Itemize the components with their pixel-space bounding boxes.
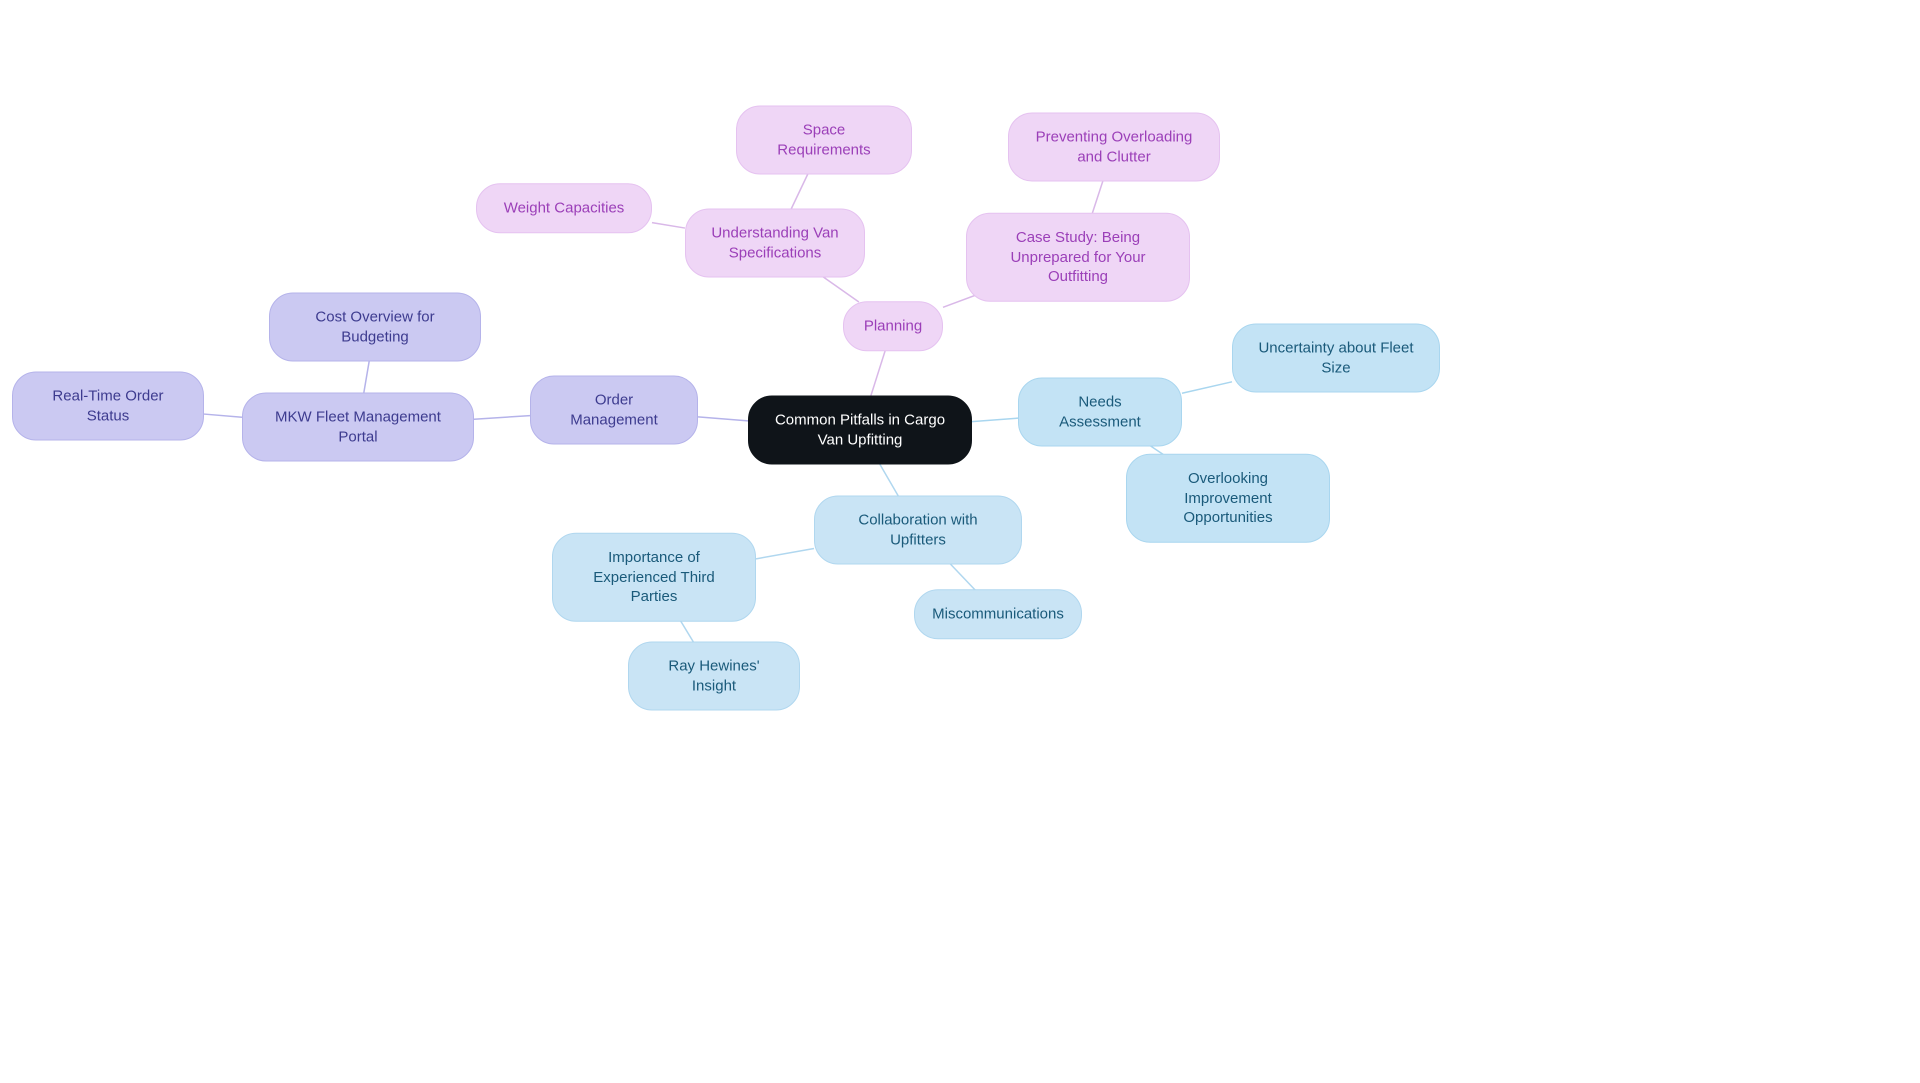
mindmap-node-rayInsight[interactable]: Ray Hewines' Insight: [628, 642, 800, 711]
mindmap-edge: [474, 416, 530, 420]
mindmap-node-label: Space Requirements: [759, 121, 889, 160]
mindmap-node-label: Order Management: [553, 391, 675, 430]
mindmap-node-preventOverload[interactable]: Preventing Overloading and Clutter: [1008, 113, 1220, 182]
mindmap-node-label: MKW Fleet Management Portal: [265, 408, 451, 447]
mindmap-node-understandingVan[interactable]: Understanding Van Specifications: [685, 209, 865, 278]
mindmap-edge: [870, 350, 885, 397]
mindmap-node-weightCap[interactable]: Weight Capacities: [476, 183, 652, 233]
mindmap-node-importance3p[interactable]: Importance of Experienced Third Parties: [552, 533, 756, 622]
mindmap-node-label: Real-Time Order Status: [35, 387, 181, 426]
mindmap-node-miscomm[interactable]: Miscommunications: [914, 589, 1082, 639]
mindmap-node-label: Importance of Experienced Third Parties: [575, 548, 733, 607]
mindmap-node-spaceReq[interactable]: Space Requirements: [736, 106, 912, 175]
mindmap-node-orderMgmt[interactable]: Order Management: [530, 376, 698, 445]
mindmap-node-planning[interactable]: Planning: [843, 301, 943, 351]
mindmap-node-label: Needs Assessment: [1041, 393, 1159, 432]
mindmap-node-label: Cost Overview for Budgeting: [292, 308, 458, 347]
mindmap-node-label: Planning: [864, 316, 922, 336]
mindmap-node-label: Ray Hewines' Insight: [651, 657, 777, 696]
mindmap-edge: [698, 417, 748, 421]
mindmap-edge: [1182, 382, 1232, 393]
mindmap-node-label: Common Pitfalls in Cargo Van Upfitting: [771, 411, 949, 450]
mindmap-node-mkwPortal[interactable]: MKW Fleet Management Portal: [242, 393, 474, 462]
mindmap-node-collab[interactable]: Collaboration with Upfitters: [814, 496, 1022, 565]
mindmap-node-overlooking[interactable]: Overlooking Improvement Opportunities: [1126, 454, 1330, 543]
mindmap-node-costOverview[interactable]: Cost Overview for Budgeting: [269, 293, 481, 362]
mindmap-node-label: Preventing Overloading and Clutter: [1031, 128, 1197, 167]
mindmap-edge: [204, 414, 242, 417]
mindmap-edge: [756, 549, 814, 559]
mindmap-node-label: Miscommunications: [932, 604, 1064, 624]
mindmap-node-label: Overlooking Improvement Opportunities: [1149, 469, 1307, 528]
mindmap-edge: [819, 274, 859, 302]
mindmap-edge: [652, 223, 685, 228]
mindmap-node-label: Understanding Van Specifications: [708, 224, 842, 263]
mindmap-node-caseStudy[interactable]: Case Study: Being Unprepared for Your Ou…: [966, 213, 1190, 302]
mindmap-edge: [972, 418, 1018, 421]
mindmap-node-label: Collaboration with Upfitters: [837, 511, 999, 550]
mindmap-node-uncertainty[interactable]: Uncertainty about Fleet Size: [1232, 324, 1440, 393]
mindmap-node-label: Uncertainty about Fleet Size: [1255, 339, 1417, 378]
mindmap-node-label: Weight Capacities: [504, 198, 625, 218]
mindmap-node-needs[interactable]: Needs Assessment: [1018, 378, 1182, 447]
mindmap-node-root[interactable]: Common Pitfalls in Cargo Van Upfitting: [748, 396, 972, 465]
mindmap-node-realTime[interactable]: Real-Time Order Status: [12, 372, 204, 441]
mindmap-node-label: Case Study: Being Unprepared for Your Ou…: [989, 228, 1167, 287]
